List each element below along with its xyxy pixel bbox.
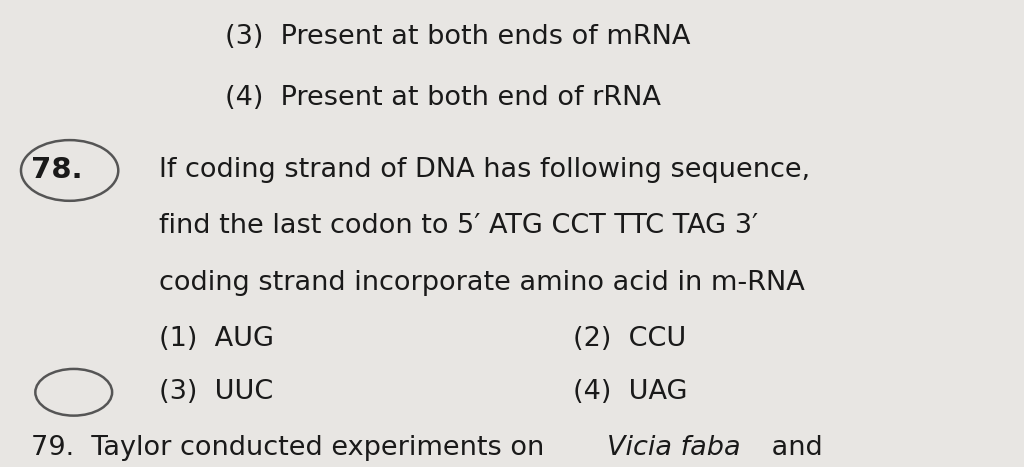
Text: 79.  Taylor conducted experiments on: 79. Taylor conducted experiments on (31, 435, 553, 461)
Text: (1)  AUG: (1) AUG (159, 325, 273, 352)
Text: coding strand incorporate amino acid in m-RNA: coding strand incorporate amino acid in … (159, 269, 805, 296)
Text: (3)  Present at both ends of mRNA: (3) Present at both ends of mRNA (225, 24, 690, 50)
Text: 78.: 78. (31, 156, 82, 184)
Text: and: and (763, 435, 822, 461)
Text: find the last codon to 5′ ATG CCT TTC TAG 3′: find the last codon to 5′ ATG CCT TTC TA… (159, 213, 758, 240)
Text: (3)  UUC: (3) UUC (159, 379, 273, 405)
Text: If coding strand of DNA has following sequence,: If coding strand of DNA has following se… (159, 157, 810, 184)
Text: (2)  CCU: (2) CCU (573, 325, 687, 352)
Text: (4)  UAG: (4) UAG (573, 379, 688, 405)
Text: (4)  Present at both end of rRNA: (4) Present at both end of rRNA (225, 85, 662, 111)
Text: Vicia faba: Vicia faba (607, 435, 740, 461)
